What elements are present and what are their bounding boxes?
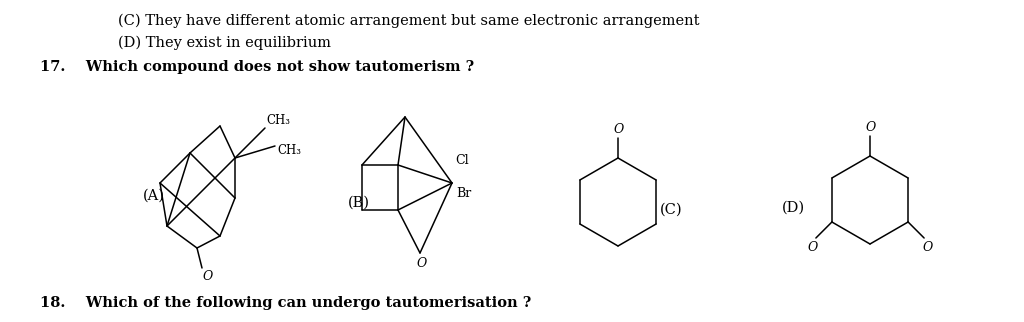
Text: O: O <box>808 241 818 254</box>
Text: 17.    Which compound does not show tautomerism ?: 17. Which compound does not show tautome… <box>40 60 474 74</box>
Text: O: O <box>417 257 427 270</box>
Text: O: O <box>866 121 877 134</box>
Text: O: O <box>922 241 933 254</box>
Text: O: O <box>614 123 625 136</box>
Text: Br: Br <box>456 187 471 200</box>
Text: 18.    Which of the following can undergo tautomerisation ?: 18. Which of the following can undergo t… <box>40 296 531 310</box>
Text: (D): (D) <box>782 201 805 215</box>
Text: (B): (B) <box>348 196 370 210</box>
Text: (C): (C) <box>660 203 683 217</box>
Text: Cl: Cl <box>455 154 469 167</box>
Text: (C) They have different atomic arrangement but same electronic arrangement: (C) They have different atomic arrangeme… <box>118 14 699 28</box>
Text: CH₃: CH₃ <box>266 114 290 127</box>
Text: (D) They exist in equilibrium: (D) They exist in equilibrium <box>118 36 331 50</box>
Text: (A): (A) <box>143 189 165 203</box>
Text: CH₃: CH₃ <box>278 144 301 156</box>
Text: O: O <box>203 270 213 283</box>
